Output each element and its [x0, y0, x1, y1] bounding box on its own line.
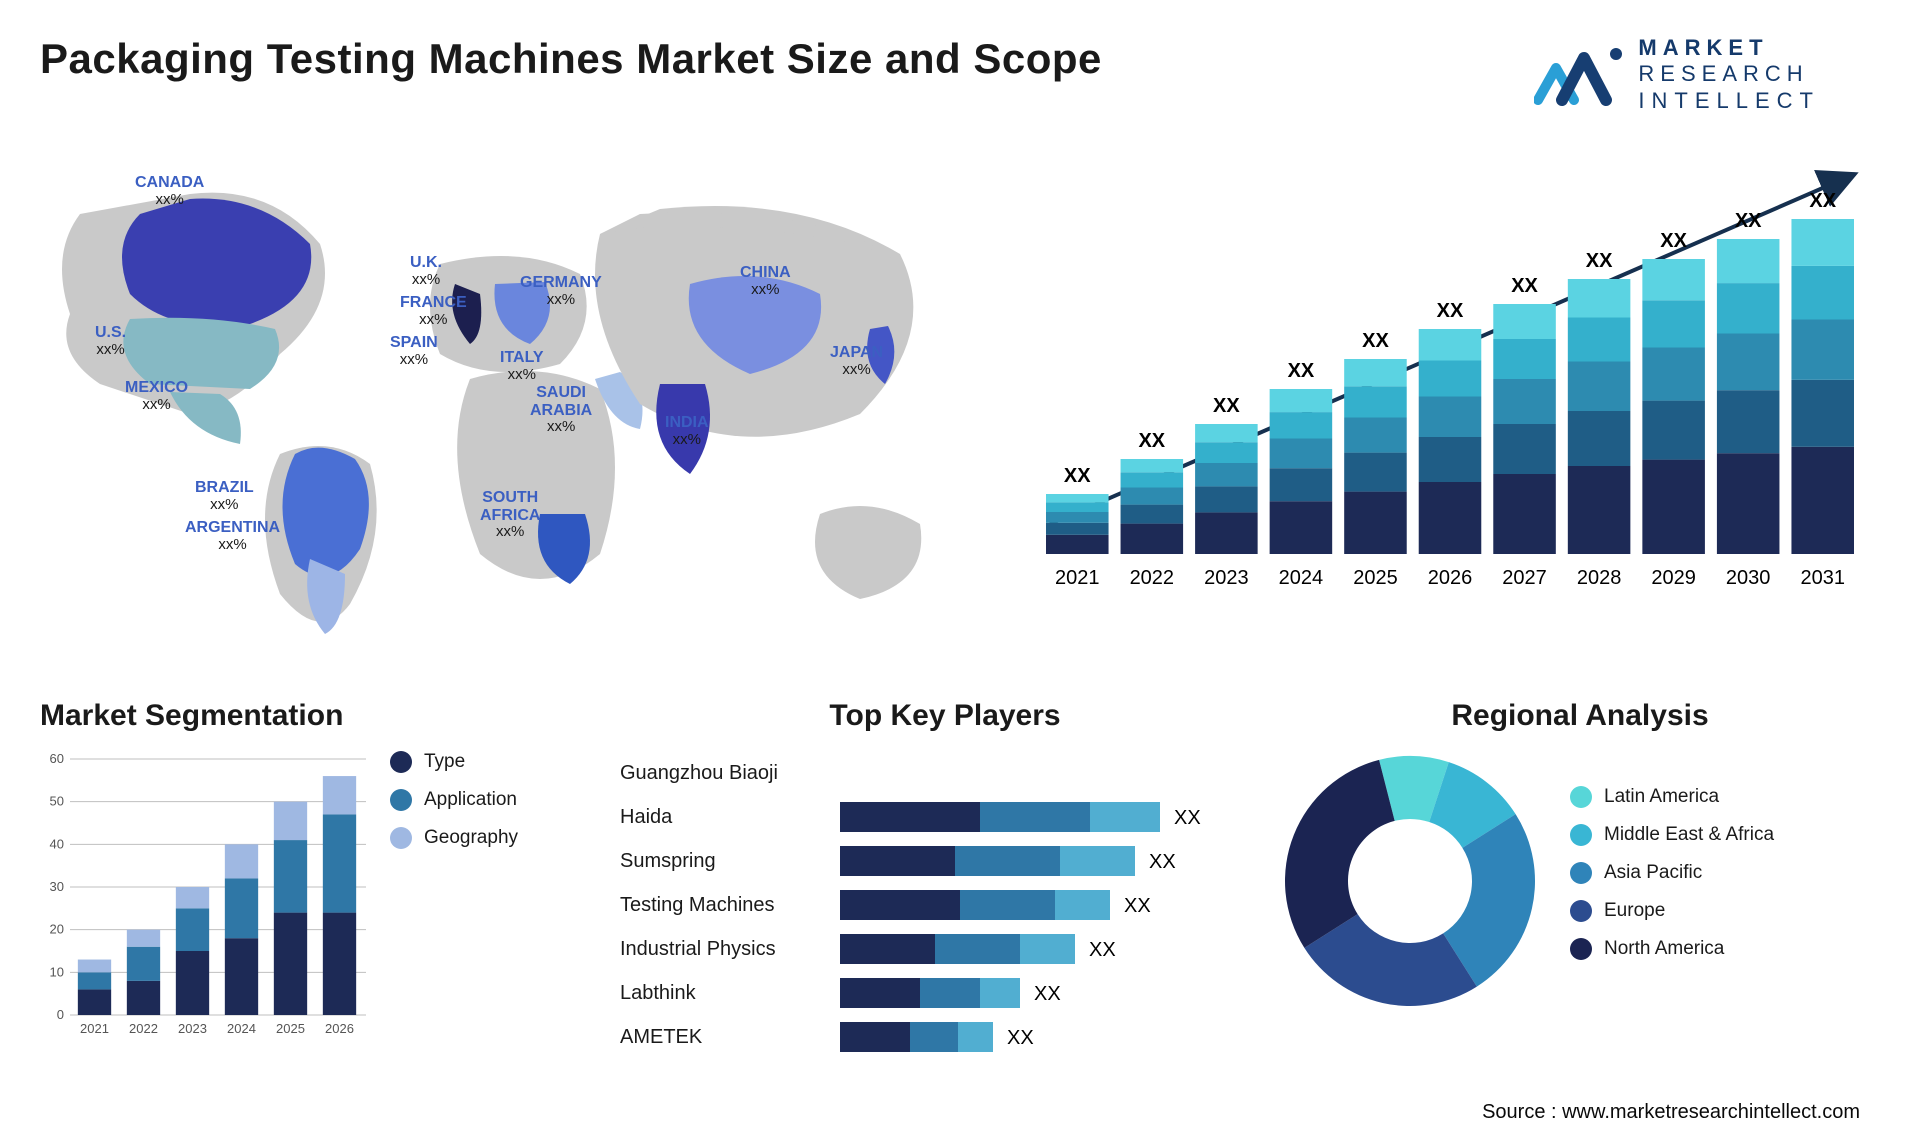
player-name: Industrial Physics: [620, 927, 830, 971]
svg-text:XX: XX: [1174, 807, 1201, 829]
legend-item: Geography: [390, 827, 518, 849]
svg-text:2029: 2029: [1651, 567, 1696, 589]
svg-text:20: 20: [50, 922, 64, 937]
world-map: CANADAxx% U.S.xx% MEXICOxx% BRAZILxx% ARGENT…: [40, 154, 990, 654]
svg-text:60: 60: [50, 751, 64, 766]
segmentation-title: Market Segmentation: [40, 699, 610, 733]
svg-text:2025: 2025: [1353, 567, 1398, 589]
segmentation-legend: Type Application Geography: [390, 751, 518, 865]
svg-text:XX: XX: [1586, 250, 1613, 272]
svg-text:2026: 2026: [1428, 567, 1473, 589]
key-players-names: Guangzhou BiaojiHaidaSumspringTesting Ma…: [620, 751, 830, 1059]
segmentation-chart: 0 10 20 30 40 50 60 2021 2022 2023 2024 2025 2026: [40, 751, 370, 1041]
source-attribution: Source : www.marketresearchintellect.com: [1482, 1101, 1860, 1124]
legend-item: Middle East & Africa: [1570, 824, 1774, 846]
regional-donut-chart: [1280, 751, 1540, 1011]
map-country-label: SOUTHAFRICAxx%: [480, 489, 540, 541]
svg-text:XX: XX: [1511, 275, 1538, 297]
map-country-label: FRANCExx%: [400, 294, 467, 328]
logo-text-3: INTELLECT: [1638, 88, 1820, 114]
player-name: Guangzhou Biaoji: [620, 751, 830, 795]
key-players-chart: XXXXXXXXXXXX: [840, 751, 1260, 1059]
map-country-label: ITALYxx%: [500, 349, 544, 383]
svg-text:2028: 2028: [1577, 567, 1622, 589]
svg-text:2021: 2021: [1055, 567, 1100, 589]
svg-text:2024: 2024: [227, 1021, 256, 1036]
legend-item: Application: [390, 789, 518, 811]
map-country-label: MEXICOxx%: [125, 379, 188, 413]
map-country-label: SAUDIARABIAxx%: [530, 384, 592, 436]
svg-text:XX: XX: [1809, 190, 1836, 212]
map-country-label: U.S.xx%: [95, 324, 126, 358]
map-country-label: BRAZILxx%: [195, 479, 254, 513]
player-name: Haida: [620, 795, 830, 839]
player-name: Testing Machines: [620, 883, 830, 927]
legend-item: North America: [1570, 938, 1774, 960]
svg-text:40: 40: [50, 837, 64, 852]
logo-mark-icon: [1534, 40, 1624, 110]
svg-text:2025: 2025: [276, 1021, 305, 1036]
svg-text:2022: 2022: [129, 1021, 158, 1036]
map-country-label: SPAINxx%: [390, 334, 438, 368]
map-country-label: GERMANYxx%: [520, 274, 602, 308]
map-country-label: JAPANxx%: [830, 344, 883, 378]
svg-text:2030: 2030: [1726, 567, 1771, 589]
svg-text:XX: XX: [1362, 330, 1389, 352]
svg-text:30: 30: [50, 879, 64, 894]
svg-text:XX: XX: [1735, 210, 1762, 232]
logo-text-1: MARKET: [1638, 35, 1820, 61]
svg-text:XX: XX: [1288, 360, 1315, 382]
svg-text:XX: XX: [1213, 395, 1240, 417]
svg-text:XX: XX: [1660, 230, 1687, 252]
svg-text:50: 50: [50, 794, 64, 809]
svg-text:2031: 2031: [1800, 567, 1845, 589]
svg-text:2021: 2021: [80, 1021, 109, 1036]
brand-logo: MARKET RESEARCH INTELLECT: [1534, 35, 1880, 114]
legend-item: Latin America: [1570, 786, 1774, 808]
map-country-label: CHINAxx%: [740, 264, 791, 298]
svg-text:2023: 2023: [1204, 567, 1249, 589]
map-country-label: U.K.xx%: [410, 254, 442, 288]
svg-text:XX: XX: [1124, 895, 1151, 917]
player-name: Labthink: [620, 971, 830, 1015]
map-country-label: CANADAxx%: [135, 174, 204, 208]
regional-legend: Latin America Middle East & Africa Asia Pa…: [1570, 786, 1774, 976]
svg-text:0: 0: [57, 1007, 64, 1022]
svg-text:XX: XX: [1007, 1027, 1034, 1049]
player-name: Sumspring: [620, 839, 830, 883]
logo-text-2: RESEARCH: [1638, 61, 1820, 87]
legend-item: Type: [390, 751, 518, 773]
forecast-chart: XX 2021 XX 2022 XX 2023 XX 2024 XX 2025 XX 2026 XX 20…: [1020, 154, 1880, 654]
legend-item: Europe: [1570, 900, 1774, 922]
svg-text:XX: XX: [1149, 851, 1176, 873]
legend-item: Asia Pacific: [1570, 862, 1774, 884]
svg-text:XX: XX: [1064, 465, 1091, 487]
svg-text:XX: XX: [1138, 430, 1165, 452]
map-country-label: INDIAxx%: [665, 414, 709, 448]
key-players-title: Top Key Players: [620, 699, 1270, 733]
svg-text:2023: 2023: [178, 1021, 207, 1036]
svg-text:2024: 2024: [1279, 567, 1324, 589]
page-title: Packaging Testing Machines Market Size a…: [40, 35, 1102, 83]
svg-text:10: 10: [50, 965, 64, 980]
map-country-label: ARGENTINAxx%: [185, 519, 280, 553]
svg-text:2026: 2026: [325, 1021, 354, 1036]
svg-text:XX: XX: [1437, 300, 1464, 322]
player-name: AMETEK: [620, 1015, 830, 1059]
svg-text:2027: 2027: [1502, 567, 1547, 589]
svg-text:XX: XX: [1089, 939, 1116, 961]
svg-text:XX: XX: [1034, 983, 1061, 1005]
regional-title: Regional Analysis: [1280, 699, 1880, 733]
svg-text:2022: 2022: [1130, 567, 1175, 589]
